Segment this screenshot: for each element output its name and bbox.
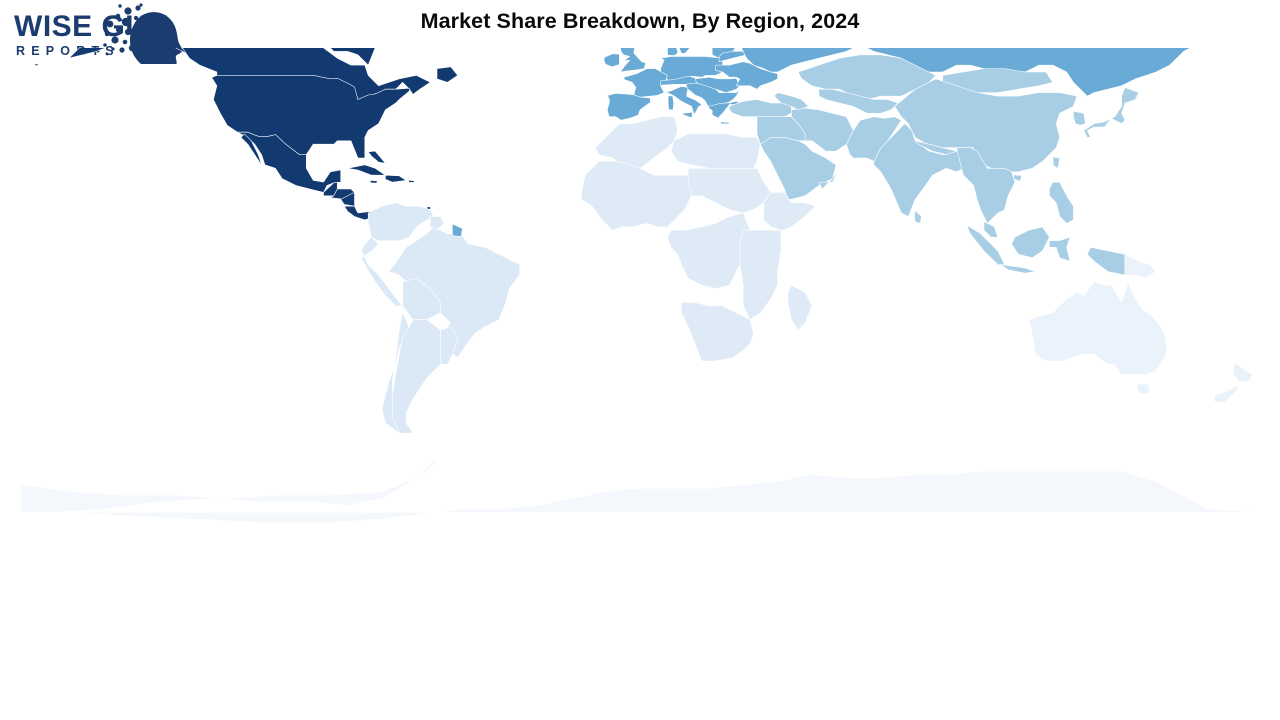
map-region-uruguay-paraguay [441, 327, 458, 365]
map-region-hungary-romania [695, 77, 740, 92]
map-region-korea [1073, 111, 1085, 125]
map-region-libya-egypt [671, 134, 760, 168]
map-region-sicily [683, 112, 693, 118]
map-region-france [624, 69, 668, 98]
map-region-australia [1029, 282, 1167, 375]
map-region-hispaniola [385, 175, 406, 182]
map-region-new-zealand-s [1215, 385, 1239, 402]
map-region-denmark [668, 48, 678, 56]
map-region-balkans [686, 83, 739, 107]
map-region-hainan [1014, 175, 1022, 182]
map-region-caucasus [774, 93, 808, 110]
map-region-sulawesi [1049, 237, 1070, 261]
map-region-alaska [62, 48, 189, 58]
map-region-ireland [604, 54, 620, 67]
map-region-aleutian-dot [35, 64, 38, 66]
map-region-antarctica [21, 457, 1259, 522]
map-region-sri-lanka [915, 210, 922, 223]
map-region-myanmar-thai-indochina [957, 148, 1016, 224]
map-region-java [1001, 265, 1035, 274]
map-region-french-guiana [452, 224, 462, 236]
map-region-central-asia-stans [819, 89, 898, 113]
map-region-malaysia [984, 222, 998, 238]
map-region-yemen-oman-dot [819, 168, 840, 189]
map-region-spain-portugal [607, 93, 650, 120]
map-region-china [895, 79, 1077, 172]
choropleth-world-map [0, 48, 1280, 720]
map-region-cuba [348, 165, 386, 175]
map-region-png [1125, 254, 1156, 278]
map-region-madagascar [788, 285, 812, 330]
map-region-russia-west [736, 48, 915, 72]
map-region-greece [709, 102, 731, 118]
map-region-iraq-syria-levant [757, 117, 805, 145]
wise-guy-reports-logo: WISE GUY REPORTS [10, 2, 195, 64]
map-region-taiwan [1053, 157, 1060, 168]
map-region-horn-of-africa [764, 192, 816, 230]
map-region-colombia-venezuela [368, 203, 433, 241]
map-region-sardinia-corsica [668, 96, 674, 110]
map-region-newfoundland [437, 67, 458, 83]
map-region-bahamas [368, 151, 385, 163]
map-region-east-africa [740, 230, 781, 320]
map-region-borneo [1012, 227, 1050, 258]
map-region-west-africa [582, 161, 692, 230]
map-region-sudan-chad-niger [688, 168, 771, 213]
map-region-crete [721, 122, 730, 124]
chart-title: Market Share Breakdown, By Region, 2024 [420, 9, 860, 33]
map-region-morocco-algeria-tunisia [595, 117, 678, 169]
map-region-puerto-rico [409, 180, 415, 182]
map-region-central-africa [668, 213, 751, 289]
map-region-tasmania [1137, 384, 1149, 394]
map-region-peru-ecuador [361, 237, 402, 306]
map-region-pakistan-afghan [846, 117, 901, 162]
map-region-uk [620, 48, 646, 72]
map-region-southern-africa [681, 303, 753, 362]
map-region-papua-west [1087, 247, 1125, 275]
world-map-container [0, 48, 1280, 720]
map-region-jamaica [370, 180, 377, 183]
map-region-turkey [729, 100, 791, 117]
map-region-philippines [1049, 182, 1073, 223]
map-region-japan [1084, 88, 1139, 138]
map-region-guyana-suriname [430, 217, 444, 231]
logo-neural-dots-icon [96, 3, 143, 56]
logo-head-profile-icon [130, 12, 183, 64]
map-region-brazil [389, 227, 520, 358]
map-region-nepal-bhutan [915, 141, 956, 155]
map-region-russia-central [846, 48, 1259, 96]
map-region-bolivia [403, 278, 441, 319]
map-region-new-zealand-n [1233, 363, 1252, 382]
map-region-mexico [238, 132, 341, 192]
map-region-norway-sweden-finland [657, 48, 746, 53]
map-region-ukraine-belarus-moldova [716, 62, 778, 89]
map-region-baja [241, 134, 262, 165]
map-region-italy [664, 86, 702, 113]
